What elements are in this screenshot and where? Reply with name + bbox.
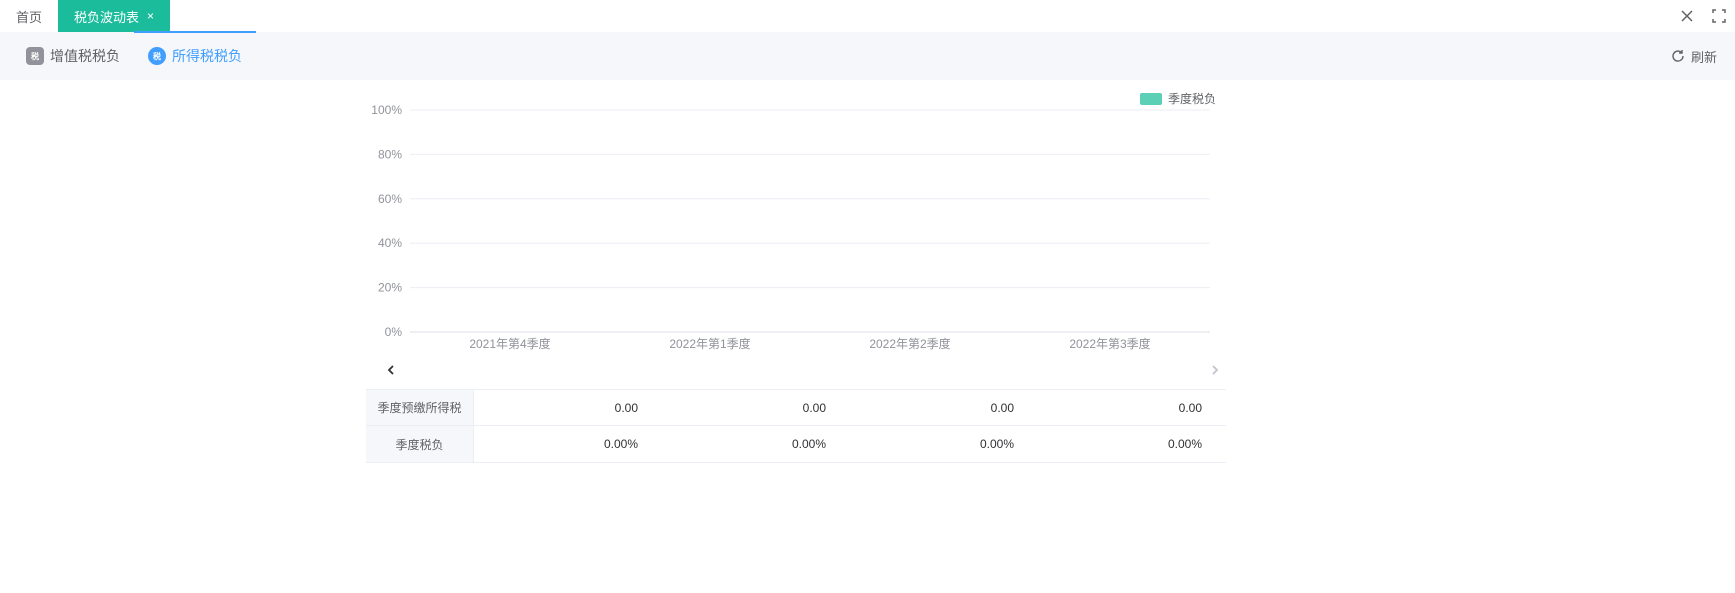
chart-next-button[interactable] xyxy=(1206,361,1224,379)
sub-tab-label: 增值税税负 xyxy=(50,46,120,66)
row-cell: 0.00 xyxy=(1038,390,1226,425)
quarter-tax-chart: 0% 20% 40% 60% 80% 100% 2021年第4季度 2022年第1季度 2022… xyxy=(366,102,1226,358)
row-header: 季度税负 xyxy=(366,426,474,462)
table-row: 季度预缴所得税0.000.000.000.00 xyxy=(366,390,1226,426)
row-cell: 0.00% xyxy=(850,426,1038,462)
sub-tab-bar: 税 增值税税负 税 所得税税负 刷新 xyxy=(0,32,1735,80)
top-tab-label: 首页 xyxy=(16,7,42,26)
main-content: 季度税负 0% 20% 40% 60% 80% 100% 2021年第4季度 2022年第1季… xyxy=(0,80,1735,463)
chart-pager xyxy=(366,361,1226,383)
row-cell: 0.00 xyxy=(662,390,850,425)
legend-swatch xyxy=(1140,93,1162,105)
row-cell: 0.00% xyxy=(662,426,850,462)
close-icon[interactable]: × xyxy=(147,10,154,22)
top-tab-tax-fluctuation[interactable]: 税负波动表 × xyxy=(58,0,170,32)
sub-tab-income-tax[interactable]: 税 所得税税负 xyxy=(134,32,256,80)
row-cell: 0.00 xyxy=(474,390,662,425)
row-cell: 0.00% xyxy=(474,426,662,462)
svg-text:60%: 60% xyxy=(378,192,402,206)
svg-text:2022年第3季度: 2022年第3季度 xyxy=(1069,336,1150,351)
top-tab-label: 税负波动表 xyxy=(74,7,139,26)
svg-text:20%: 20% xyxy=(378,281,402,295)
legend-label: 季度税负 xyxy=(1168,90,1216,107)
fullscreen-button[interactable] xyxy=(1709,6,1729,26)
svg-text:2022年第2季度: 2022年第2季度 xyxy=(869,336,950,351)
close-icon xyxy=(1680,9,1694,23)
topbar-right-controls xyxy=(1677,0,1729,32)
svg-text:2021年第4季度: 2021年第4季度 xyxy=(469,336,550,351)
data-table: 季度预缴所得税0.000.000.000.00季度税负0.00%0.00%0.0… xyxy=(366,389,1226,463)
top-tab-bar: 首页 税负波动表 × xyxy=(0,0,1735,32)
chart-container: 季度税负 0% 20% 40% 60% 80% 100% 2021年第4季度 2022年第1季… xyxy=(366,90,1226,383)
income-tax-icon: 税 xyxy=(148,47,166,65)
svg-text:0%: 0% xyxy=(385,325,403,339)
refresh-icon xyxy=(1671,49,1685,63)
top-tab-home[interactable]: 首页 xyxy=(0,0,58,32)
chevron-right-icon xyxy=(1210,365,1220,375)
vat-icon: 税 xyxy=(26,47,44,65)
table-row: 季度税负0.00%0.00%0.00%0.00% xyxy=(366,426,1226,462)
sub-tab-label: 所得税税负 xyxy=(172,46,242,66)
row-header: 季度预缴所得税 xyxy=(366,390,474,425)
refresh-button[interactable]: 刷新 xyxy=(1671,47,1723,66)
close-panel-button[interactable] xyxy=(1677,6,1697,26)
chevron-left-icon xyxy=(386,365,396,375)
svg-text:80%: 80% xyxy=(378,147,402,161)
row-cell: 0.00 xyxy=(850,390,1038,425)
chart-legend[interactable]: 季度税负 xyxy=(1140,90,1216,107)
sub-tab-vat[interactable]: 税 增值税税负 xyxy=(12,32,134,80)
fullscreen-icon xyxy=(1712,9,1726,23)
svg-text:100%: 100% xyxy=(371,103,402,117)
chart-prev-button[interactable] xyxy=(382,361,400,379)
svg-text:40%: 40% xyxy=(378,236,402,250)
row-cell: 0.00% xyxy=(1038,426,1226,462)
refresh-label: 刷新 xyxy=(1691,47,1717,66)
svg-text:2022年第1季度: 2022年第1季度 xyxy=(669,336,750,351)
